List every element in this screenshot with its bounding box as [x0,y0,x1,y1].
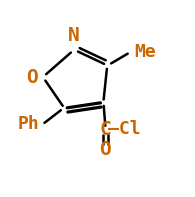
Text: —Cl: —Cl [108,120,140,138]
Text: O: O [99,140,111,159]
Text: C: C [99,120,111,139]
Text: Ph: Ph [17,115,39,133]
Text: N: N [68,26,80,45]
Text: O: O [26,68,38,86]
Text: Me: Me [135,43,156,61]
